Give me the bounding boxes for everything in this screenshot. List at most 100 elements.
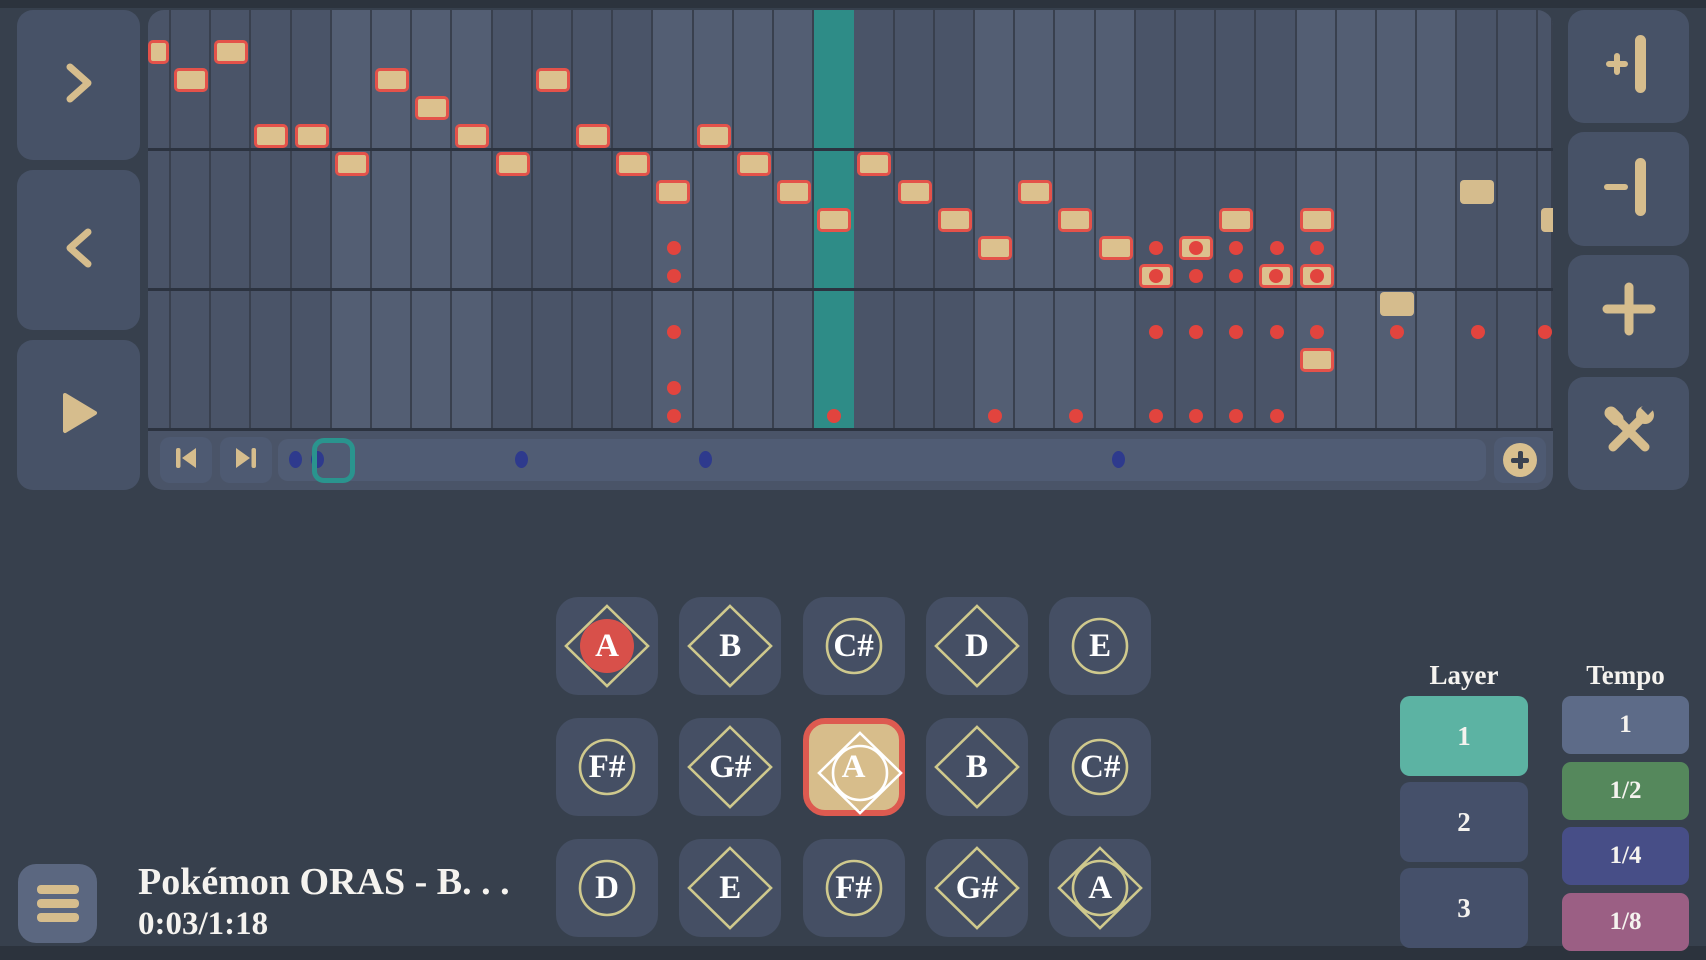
note[interactable]	[455, 124, 490, 148]
layer-option-1[interactable]: 1	[1400, 696, 1528, 776]
layer-note-dot[interactable]	[1148, 241, 1163, 255]
tempo-option-1-8[interactable]: 1/8	[1562, 893, 1689, 951]
add-note-button[interactable]	[1568, 255, 1689, 368]
scroll-left-button[interactable]	[17, 170, 140, 330]
note-button-gs-r3[interactable]: G#	[925, 839, 1028, 937]
note[interactable]	[1098, 236, 1133, 260]
note[interactable]	[1259, 264, 1294, 288]
note[interactable]	[1058, 208, 1093, 232]
layer-note-dot[interactable]	[1148, 409, 1163, 423]
note[interactable]	[535, 68, 570, 92]
note[interactable]	[817, 208, 852, 232]
note-button-cs-r1[interactable]: C#	[802, 597, 905, 695]
note-button-gs-r2[interactable]: G#	[679, 718, 782, 816]
layer-note-dot[interactable]	[1269, 325, 1284, 339]
layer-note-dot[interactable]	[666, 241, 681, 255]
note[interactable]	[937, 208, 972, 232]
layer-note-dot[interactable]	[1189, 409, 1204, 423]
layer-note-dot[interactable]	[1189, 269, 1204, 283]
timeline-bar[interactable]	[278, 439, 1486, 481]
remove-bar-button[interactable]	[1568, 132, 1689, 246]
note[interactable]	[857, 152, 892, 176]
note[interactable]	[1138, 264, 1173, 288]
play-button[interactable]	[17, 340, 140, 490]
layer-note-dot[interactable]	[1229, 241, 1244, 255]
diamond-outline-icon	[687, 604, 774, 688]
note[interactable]	[616, 152, 651, 176]
note-button-e-r3[interactable]: E	[679, 839, 782, 937]
skip-to-end-button[interactable]	[220, 437, 272, 483]
layer-note-dot[interactable]	[1470, 325, 1485, 339]
layer-note-dot[interactable]	[1148, 325, 1163, 339]
note-button-d-r1[interactable]: D	[925, 597, 1028, 695]
layer-option-2[interactable]: 2	[1400, 782, 1528, 862]
note[interactable]	[978, 236, 1012, 260]
note[interactable]	[294, 124, 329, 148]
add-bar-button[interactable]	[1568, 10, 1689, 123]
note-button-b-r2[interactable]: B	[925, 718, 1028, 816]
note-button-a-r3[interactable]: A	[1049, 839, 1152, 937]
note-button-b-r1[interactable]: B	[679, 597, 782, 695]
note[interactable]	[1299, 348, 1334, 372]
note[interactable]	[576, 124, 610, 148]
note[interactable]	[777, 180, 811, 204]
note-button-a-r2[interactable]: A	[802, 718, 905, 816]
layer-note-dot[interactable]	[827, 409, 842, 423]
layer-note-dot[interactable]	[1068, 409, 1083, 423]
note[interactable]	[736, 152, 771, 176]
note[interactable]	[174, 68, 208, 92]
layer-note-dot[interactable]	[666, 269, 681, 283]
note[interactable]	[415, 96, 450, 120]
layer-note-dot[interactable]	[1269, 409, 1284, 423]
note[interactable]	[375, 68, 409, 92]
scroll-right-button[interactable]	[17, 10, 140, 160]
note[interactable]	[1018, 180, 1053, 204]
layer-note-dot[interactable]	[1269, 241, 1284, 255]
layer-note-dot[interactable]	[666, 325, 681, 339]
note-ghost[interactable]	[1460, 180, 1495, 204]
layer-note-dot[interactable]	[1229, 325, 1244, 339]
timeline-add-button[interactable]	[1494, 437, 1546, 483]
layer-note-dot[interactable]	[1538, 325, 1553, 339]
skip-to-start-button[interactable]	[160, 437, 212, 483]
note[interactable]	[897, 180, 932, 204]
note[interactable]	[1299, 208, 1334, 232]
timeline-view-cursor[interactable]	[312, 438, 355, 483]
note[interactable]	[1179, 236, 1213, 260]
note[interactable]	[1219, 208, 1254, 232]
note-button-e-r1[interactable]: E	[1049, 597, 1152, 695]
tempo-option-1-4[interactable]: 1/4	[1562, 827, 1689, 885]
note-button-a-r1[interactable]: A	[556, 597, 658, 695]
layer-note-dot[interactable]	[1390, 325, 1405, 339]
note[interactable]	[254, 124, 289, 148]
layer-note-dot[interactable]	[1189, 325, 1204, 339]
note[interactable]	[656, 180, 691, 204]
tools-icon	[1599, 400, 1659, 466]
note-ghost[interactable]	[1380, 292, 1414, 316]
note-button-fs-r3[interactable]: F#	[802, 839, 905, 937]
note[interactable]	[1299, 264, 1334, 288]
note-button-fs-r2[interactable]: F#	[556, 718, 658, 816]
note-button-label: A	[841, 748, 866, 785]
layer-note-dot[interactable]	[1229, 409, 1244, 423]
tempo-option-1[interactable]: 1	[1562, 696, 1689, 754]
layer-note-dot[interactable]	[666, 381, 681, 395]
note[interactable]	[495, 152, 530, 176]
note[interactable]	[334, 152, 369, 176]
settings-tools-button[interactable]	[1568, 377, 1689, 490]
note[interactable]	[696, 124, 731, 148]
note[interactable]	[214, 40, 249, 64]
layer-note-dot[interactable]	[1309, 241, 1324, 255]
layer-note-dot[interactable]	[666, 409, 681, 423]
menu-button[interactable]	[18, 864, 97, 943]
note-ghost[interactable]	[1540, 208, 1553, 232]
note-button-cs-r2[interactable]: C#	[1049, 718, 1152, 816]
layer-option-3[interactable]: 3	[1400, 868, 1528, 948]
sequencer-grid[interactable]	[148, 10, 1553, 490]
note[interactable]	[148, 40, 169, 64]
tempo-option-1-2[interactable]: 1/2	[1562, 762, 1689, 820]
layer-note-dot[interactable]	[988, 409, 1003, 423]
layer-note-dot[interactable]	[1229, 269, 1244, 283]
note-button-d-r3[interactable]: D	[556, 839, 658, 937]
layer-note-dot[interactable]	[1309, 325, 1324, 339]
